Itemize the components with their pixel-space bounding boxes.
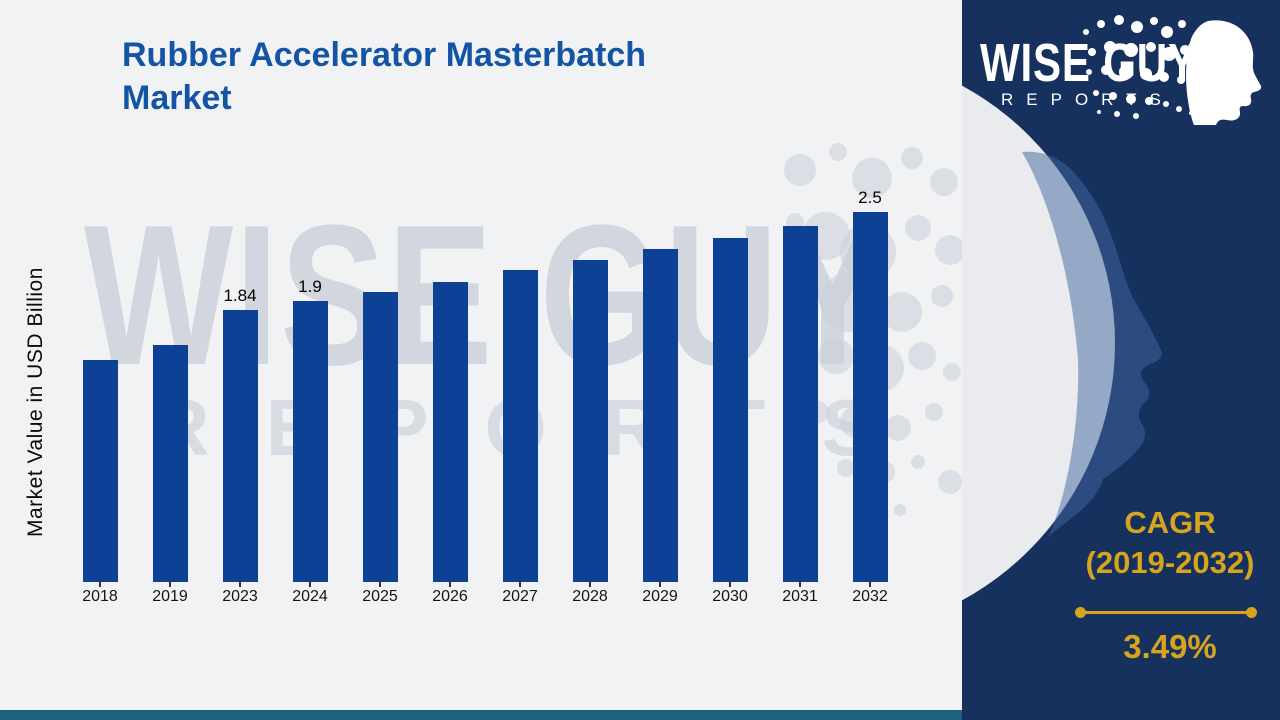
bar-value-label-2023: 1.84 xyxy=(223,286,257,305)
bar-2025 xyxy=(362,292,398,582)
x-axis-tick xyxy=(169,582,171,587)
logo-dotted-face-profile-icon xyxy=(1083,15,1262,125)
x-axis-label-2019: 2019 xyxy=(152,588,188,605)
bar-value-label-2032: 2.5 xyxy=(858,188,882,207)
logo-brand-text: WISE GUY xyxy=(980,33,1197,93)
bar-2028 xyxy=(572,260,608,582)
cagr-line-right-dot xyxy=(1246,607,1257,618)
cagr-divider-line xyxy=(1080,611,1252,614)
bar-value-label-2024: 1.9 xyxy=(298,277,322,296)
cagr-heading: CAGR xyxy=(1124,505,1216,540)
page-title-line2: Market xyxy=(122,79,232,117)
face-profile-icon xyxy=(1022,151,1162,538)
x-axis-tick xyxy=(379,582,381,587)
x-axis-label-2030: 2030 xyxy=(712,588,748,605)
x-axis-tick xyxy=(659,582,661,587)
page-title: Rubber Accelerator Masterbatch Market xyxy=(122,34,646,120)
bar-2029 xyxy=(642,249,678,582)
cagr-range: (2019-2032) xyxy=(1085,545,1255,580)
footer-accent-strip xyxy=(0,710,1280,720)
bar-2019 xyxy=(152,345,188,582)
page-title-line1: Rubber Accelerator Masterbatch xyxy=(122,36,647,74)
bar-2027 xyxy=(502,270,538,582)
bar-2026 xyxy=(432,282,468,582)
bar-2030 xyxy=(712,238,748,582)
x-axis-tick xyxy=(799,582,801,587)
x-axis-label-2025: 2025 xyxy=(362,588,398,605)
bar-2018 xyxy=(82,360,118,582)
x-axis-tick xyxy=(449,582,451,587)
cagr-value: 3.49% xyxy=(1123,628,1217,665)
x-axis-tick xyxy=(239,582,241,587)
x-axis-label-2018: 2018 xyxy=(82,588,118,605)
x-axis-label-2027: 2027 xyxy=(502,588,538,605)
x-axis-tick xyxy=(309,582,311,587)
x-axis-label-2031: 2031 xyxy=(782,588,818,605)
logo-reports-text: REPORTS xyxy=(1001,90,1174,109)
x-axis-label-2026: 2026 xyxy=(432,588,468,605)
bar-2024 xyxy=(292,301,328,582)
bar-2031 xyxy=(782,226,818,582)
x-axis-tick xyxy=(729,582,731,587)
x-axis-label-2029: 2029 xyxy=(642,588,678,605)
x-axis-tick xyxy=(519,582,521,587)
bar-2032 xyxy=(852,212,888,582)
x-axis-label-2032: 2032 xyxy=(852,588,888,605)
bar-2023 xyxy=(222,310,258,582)
watermark-brand-text: WISE GUY xyxy=(84,184,887,407)
x-axis-label-2028: 2028 xyxy=(572,588,608,605)
x-axis-tick xyxy=(869,582,871,587)
x-axis-label-2023: 2023 xyxy=(222,588,258,605)
x-axis-tick xyxy=(99,582,101,587)
x-axis-label-2024: 2024 xyxy=(292,588,328,605)
x-axis-tick xyxy=(589,582,591,587)
